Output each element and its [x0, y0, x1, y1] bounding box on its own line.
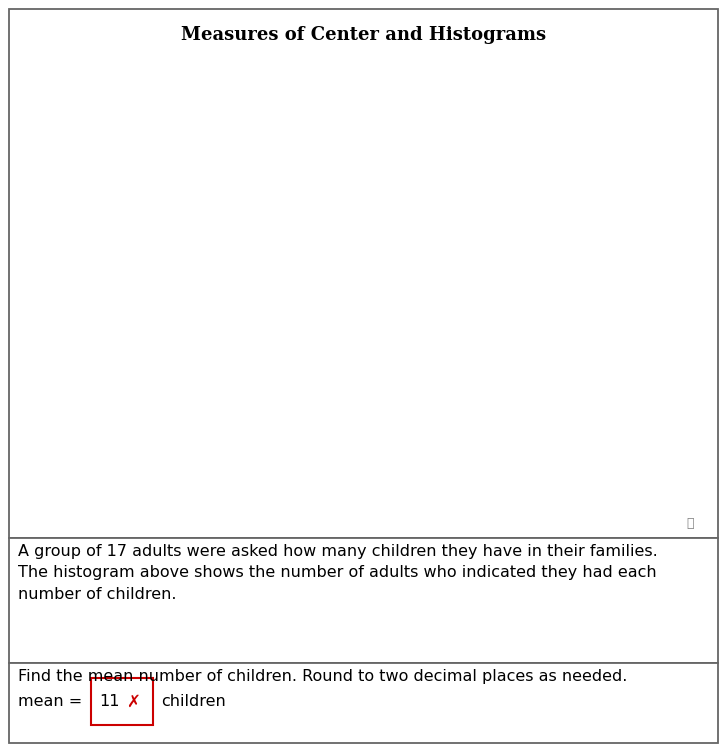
Text: children: children — [161, 694, 226, 709]
Text: ✗: ✗ — [126, 693, 140, 711]
X-axis label: Number of Children: Number of Children — [301, 533, 513, 552]
Bar — [209, 290, 266, 489]
Bar — [605, 423, 662, 489]
Bar — [266, 156, 322, 489]
Text: 🔍: 🔍 — [687, 517, 694, 530]
Text: 11: 11 — [100, 694, 120, 709]
Text: Measures of Center and Histograms: Measures of Center and Histograms — [181, 26, 546, 44]
Bar — [435, 356, 492, 489]
Text: mean =: mean = — [18, 694, 87, 709]
Y-axis label: Number of Adults: Number of Adults — [99, 178, 118, 367]
Bar — [322, 290, 379, 489]
Text: +: + — [120, 59, 135, 77]
Text: Find the mean number of children. Round to two decimal places as needed.: Find the mean number of children. Round … — [18, 669, 627, 684]
Bar — [153, 356, 209, 489]
Bar — [379, 423, 435, 489]
Text: A group of 17 adults were asked how many children they have in their families.
T: A group of 17 adults were asked how many… — [18, 544, 658, 602]
